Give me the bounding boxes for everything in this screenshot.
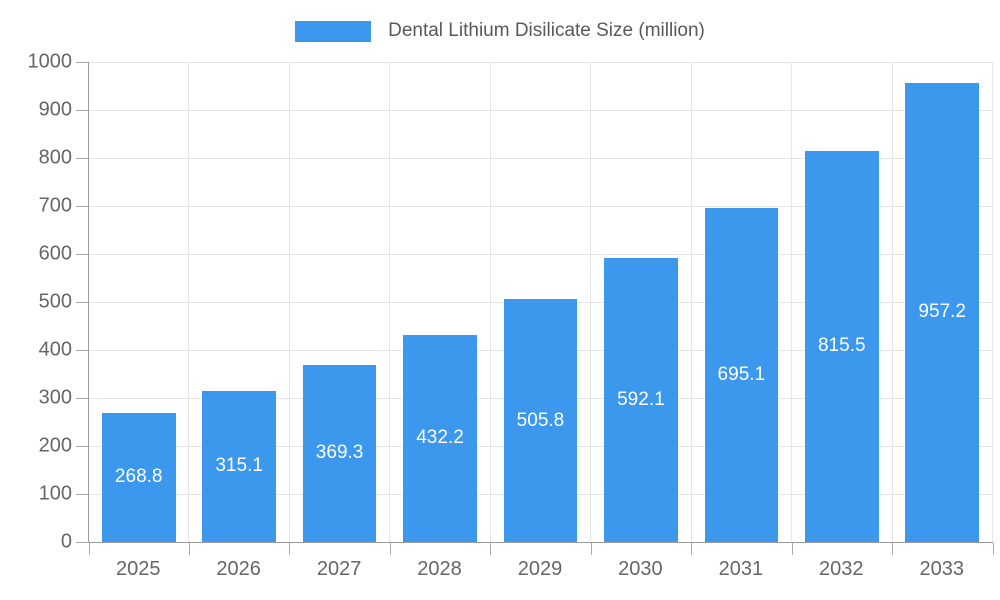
bar-2032[interactable]: 815.5 (804, 150, 879, 542)
y-axis-tick (76, 61, 88, 63)
x-axis-tick-label: 2026 (216, 558, 261, 580)
y-axis-tick (76, 301, 88, 303)
x-axis-tick (289, 543, 291, 555)
x-axis-tick (88, 543, 90, 555)
horizontal-gridline (89, 206, 993, 207)
x-axis-tick (590, 543, 592, 555)
category-column: 815.5 (792, 62, 893, 542)
x-axis-tick (791, 543, 793, 555)
y-axis-tick (76, 157, 88, 159)
x-axis-tick-label: 2030 (618, 558, 663, 580)
bar-2027[interactable]: 369.3 (302, 364, 377, 542)
y-axis-tick-label: 600 (38, 242, 72, 265)
bar-value-label: 695.1 (717, 364, 766, 386)
bar-value-label: 957.2 (918, 301, 966, 323)
bar-value-label: 505.8 (516, 409, 565, 431)
legend-swatch-icon (295, 20, 372, 42)
bar-value-label: 369.3 (315, 442, 364, 464)
bar-value-label: 268.8 (114, 466, 163, 488)
y-axis-tick (76, 445, 88, 447)
y-axis-tick-label: 200 (38, 434, 72, 457)
bar-value-label: 815.5 (817, 335, 866, 357)
x-axis-tick-label: 2028 (417, 558, 462, 580)
x-axis-tick (188, 543, 190, 555)
x-axis-tick-label: 2025 (115, 558, 161, 580)
category-column: 957.2 (893, 62, 993, 542)
category-column: 369.3 (290, 62, 391, 542)
x-axis-tick (992, 543, 994, 555)
y-axis-tick-label: 0 (60, 530, 72, 553)
x-axis-tick-label: 2033 (919, 558, 964, 580)
y-axis-tick-label: 700 (38, 194, 72, 217)
x-axis-tick (691, 543, 693, 555)
bar-value-label: 592.1 (617, 388, 665, 410)
x-axis: 2025 2026 2027 2028 2029 2030 2031 2032 2033 (88, 558, 992, 581)
category-column: 695.1 (692, 62, 793, 542)
category-column: 268.8 (89, 62, 190, 542)
bar-2029[interactable]: 505.8 (503, 299, 578, 542)
y-axis-tick (76, 109, 88, 111)
y-axis-tick (76, 493, 88, 495)
x-axis-tick-label: 2032 (819, 558, 864, 580)
horizontal-gridline (89, 110, 993, 111)
y-axis-tick-label: 900 (38, 98, 72, 121)
x-axis-tick-label: 2027 (316, 558, 362, 580)
y-axis-tick-label: 800 (38, 146, 72, 169)
category-column: 592.1 (591, 62, 692, 542)
y-axis: 0 100 200 300 400 500 600 700 800 900 1000 (0, 51, 76, 553)
y-axis-tick (76, 397, 88, 399)
y-axis-tick-label: 1000 (27, 50, 73, 73)
bar-2033[interactable]: 957.2 (905, 82, 979, 542)
horizontal-gridline (89, 158, 993, 159)
y-axis-tick-label: 400 (38, 338, 72, 361)
category-column: 315.1 (189, 62, 290, 542)
y-axis-tick-label: 300 (38, 386, 72, 409)
x-axis-tick (389, 543, 391, 555)
legend-label: Dental Lithium Disilicate Size (million) (388, 20, 705, 41)
x-axis-tick (490, 543, 492, 555)
x-axis-tick-label: 2029 (517, 558, 563, 580)
bar-value-label: 315.1 (215, 455, 263, 477)
horizontal-gridline (89, 254, 993, 255)
y-axis-tick-label: 500 (38, 290, 72, 313)
x-axis-tick (892, 543, 894, 555)
legend[interactable]: Dental Lithium Disilicate Size (million) (0, 20, 1000, 42)
bar-2025[interactable]: 268.8 (101, 412, 176, 542)
x-axis-tick-label: 2031 (718, 558, 764, 580)
bar-2026[interactable]: 315.1 (202, 390, 276, 542)
bar-2031[interactable]: 695.1 (704, 208, 779, 542)
y-axis-tick (76, 541, 88, 543)
y-axis-tick-label: 100 (38, 482, 72, 505)
category-column: 505.8 (491, 62, 592, 542)
bar-2028[interactable]: 432.2 (403, 334, 477, 542)
y-axis-tick (76, 349, 88, 351)
y-axis-tick (76, 253, 88, 255)
bar-2030[interactable]: 592.1 (604, 257, 678, 542)
horizontal-gridline (89, 62, 993, 63)
plot-area: 268.8 315.1 369.3 432.2 505.8 592.1 695.1 815.5… (76, 61, 994, 555)
category-column: 432.2 (390, 62, 491, 542)
y-axis-tick (76, 205, 88, 207)
bar-value-label: 432.2 (416, 427, 464, 449)
